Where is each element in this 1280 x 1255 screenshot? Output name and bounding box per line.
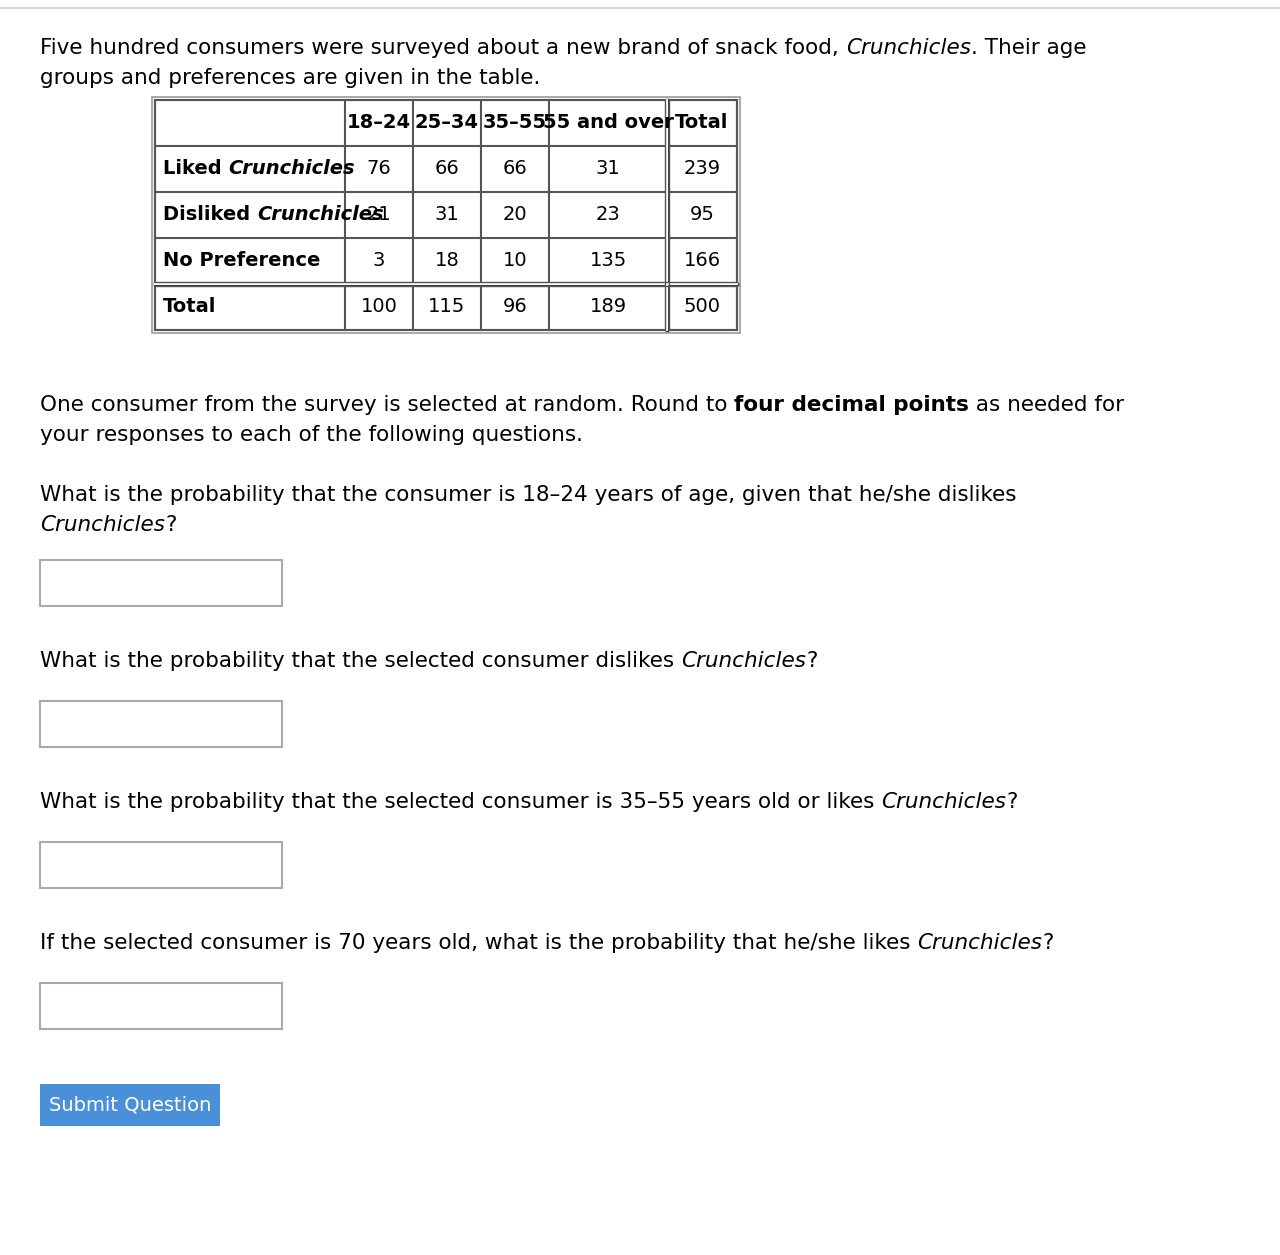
Text: 25–34: 25–34 [415, 113, 479, 133]
Bar [152, 97, 740, 333]
Text: 21: 21 [366, 206, 392, 225]
Text: 166: 166 [684, 251, 721, 271]
Text: Crunchicles: Crunchicles [40, 515, 165, 535]
Text: No Preference: No Preference [163, 251, 320, 271]
Text: One consumer from the survey is selected at random. Round to: One consumer from the survey is selected… [40, 395, 735, 415]
Text: 10: 10 [503, 251, 527, 271]
Text: as needed for: as needed for [969, 395, 1124, 415]
Text: What is the probability that the consumer is 18–24 years of age, given that he/s: What is the probability that the consume… [40, 484, 1016, 505]
Text: 100: 100 [361, 297, 397, 316]
Text: 3: 3 [372, 251, 385, 271]
Text: If the selected consumer is 70 years old, what is the probability that he/she li: If the selected consumer is 70 years old… [40, 932, 918, 953]
Text: groups and preferences are given in the table.: groups and preferences are given in the … [40, 68, 540, 88]
Text: 189: 189 [589, 297, 627, 316]
Text: 35–55: 35–55 [483, 113, 547, 133]
Text: 55 and over: 55 and over [543, 113, 673, 133]
Text: Submit Question: Submit Question [49, 1096, 211, 1114]
Text: 31: 31 [595, 159, 621, 178]
Text: Crunchicles: Crunchicles [881, 792, 1006, 812]
Text: 20: 20 [503, 206, 527, 225]
Bar [40, 702, 282, 747]
Bar [40, 983, 282, 1029]
Text: What is the probability that the selected consumer is 35–55 years old or likes: What is the probability that the selecte… [40, 792, 881, 812]
Text: What is the probability that the selected consumer dislikes: What is the probability that the selecte… [40, 651, 681, 671]
Text: four decimal points: four decimal points [735, 395, 969, 415]
Text: 500: 500 [684, 297, 721, 316]
Text: your responses to each of the following questions.: your responses to each of the following … [40, 425, 582, 446]
Text: Crunchicles: Crunchicles [257, 206, 384, 225]
Text: 31: 31 [435, 206, 460, 225]
Text: 135: 135 [589, 251, 627, 271]
Text: ?: ? [806, 651, 818, 671]
Bar [40, 842, 282, 889]
Text: Crunchicles: Crunchicles [846, 38, 970, 58]
Text: ?: ? [1006, 792, 1018, 812]
Text: Total: Total [163, 297, 216, 316]
Text: Liked: Liked [163, 159, 228, 178]
Text: 96: 96 [503, 297, 527, 316]
Text: Crunchicles: Crunchicles [681, 651, 806, 671]
Text: 66: 66 [435, 159, 460, 178]
Text: 76: 76 [366, 159, 392, 178]
Text: Total: Total [676, 113, 728, 133]
Text: Crunchicles: Crunchicles [228, 159, 355, 178]
Text: Five hundred consumers were surveyed about a new brand of snack food,: Five hundred consumers were surveyed abo… [40, 38, 846, 58]
Text: . Their age: . Their age [970, 38, 1087, 58]
Text: 23: 23 [595, 206, 621, 225]
Text: 115: 115 [429, 297, 466, 316]
Text: ?: ? [1042, 932, 1053, 953]
Text: 18: 18 [435, 251, 460, 271]
Text: Crunchicles: Crunchicles [918, 932, 1042, 953]
Bar [40, 560, 282, 606]
Bar [155, 100, 737, 330]
Text: 66: 66 [503, 159, 527, 178]
Text: Disliked: Disliked [163, 206, 257, 225]
Text: 239: 239 [684, 159, 721, 178]
Text: ?: ? [165, 515, 177, 535]
Text: 95: 95 [690, 206, 714, 225]
Bar [40, 1084, 220, 1126]
Text: 18–24: 18–24 [347, 113, 411, 133]
